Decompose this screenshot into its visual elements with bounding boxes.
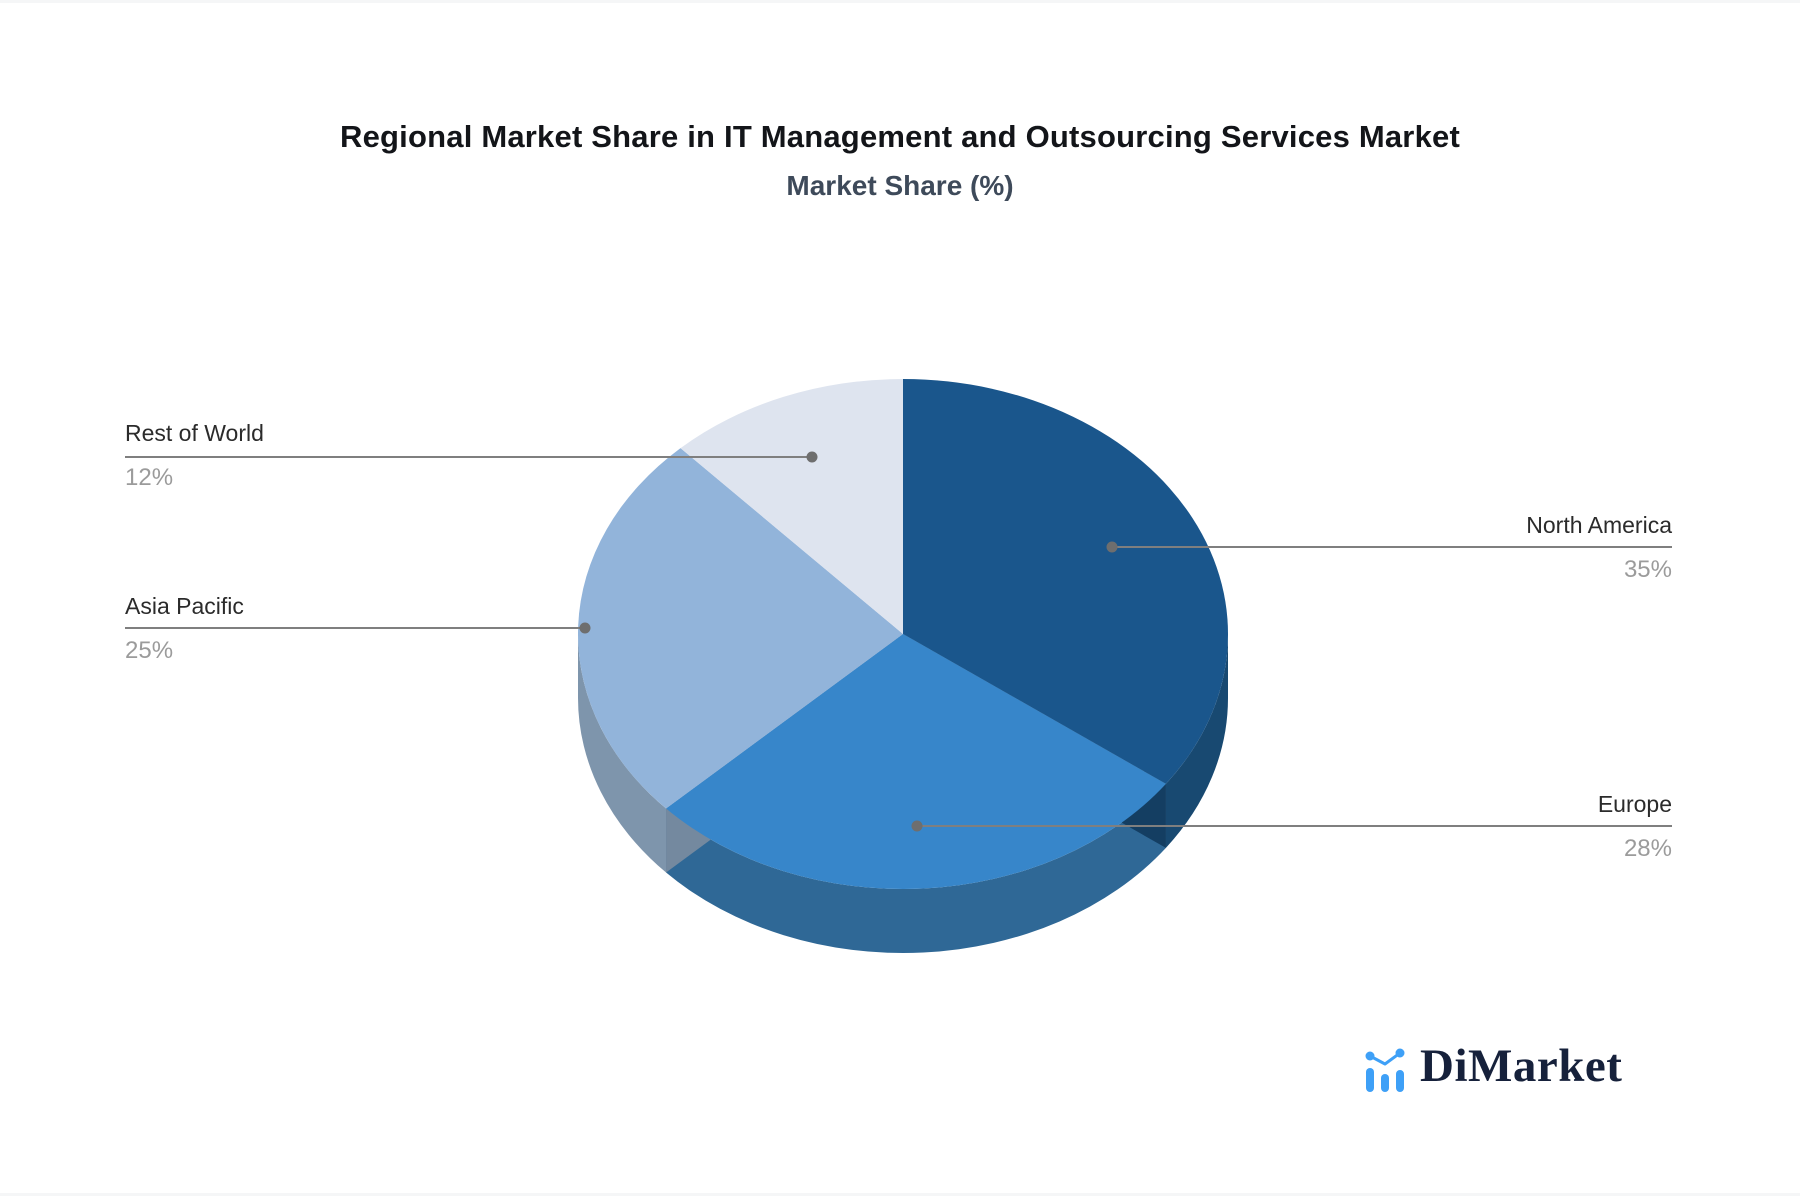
value-rest-of-world: 12% bbox=[125, 464, 174, 491]
label-rest-of-world: Rest of World bbox=[125, 420, 264, 446]
top-edge-strip bbox=[0, 0, 1800, 3]
pie-slice-asia-pacific[interactable] bbox=[578, 448, 903, 809]
bottom-edge-strip bbox=[0, 1193, 1800, 1196]
label-north-america: North America bbox=[1526, 512, 1672, 538]
pie-side-europe bbox=[666, 783, 1166, 954]
leader-dot-europe bbox=[911, 820, 923, 832]
leader-dot-north-america bbox=[1106, 541, 1118, 553]
chart-subtitle: Market Share (%) bbox=[786, 170, 1014, 201]
pie-slice-rest-of-world[interactable] bbox=[680, 379, 903, 634]
leader-dot-rest-of-world bbox=[806, 451, 818, 463]
value-north-america: 35% bbox=[1623, 556, 1672, 583]
value-europe: 28% bbox=[1623, 835, 1672, 862]
value-asia-pacific: 25% bbox=[125, 637, 174, 664]
leader-dot-asia-pacific bbox=[579, 622, 591, 634]
chart-title: Regional Market Share in IT Management a… bbox=[340, 119, 1460, 154]
pie-side-asia-pacific bbox=[578, 634, 667, 873]
pie-side-north-america bbox=[1165, 634, 1228, 848]
label-europe: Europe bbox=[1597, 791, 1672, 817]
bar-chart-trend-icon bbox=[1365, 1048, 1405, 1092]
brand-name: DiMarket bbox=[1420, 1040, 1623, 1092]
pie-slice-north-america[interactable] bbox=[903, 379, 1228, 784]
brand-logo: DiMarket bbox=[1364, 1042, 1622, 1094]
label-asia-pacific: Asia Pacific bbox=[125, 593, 244, 619]
